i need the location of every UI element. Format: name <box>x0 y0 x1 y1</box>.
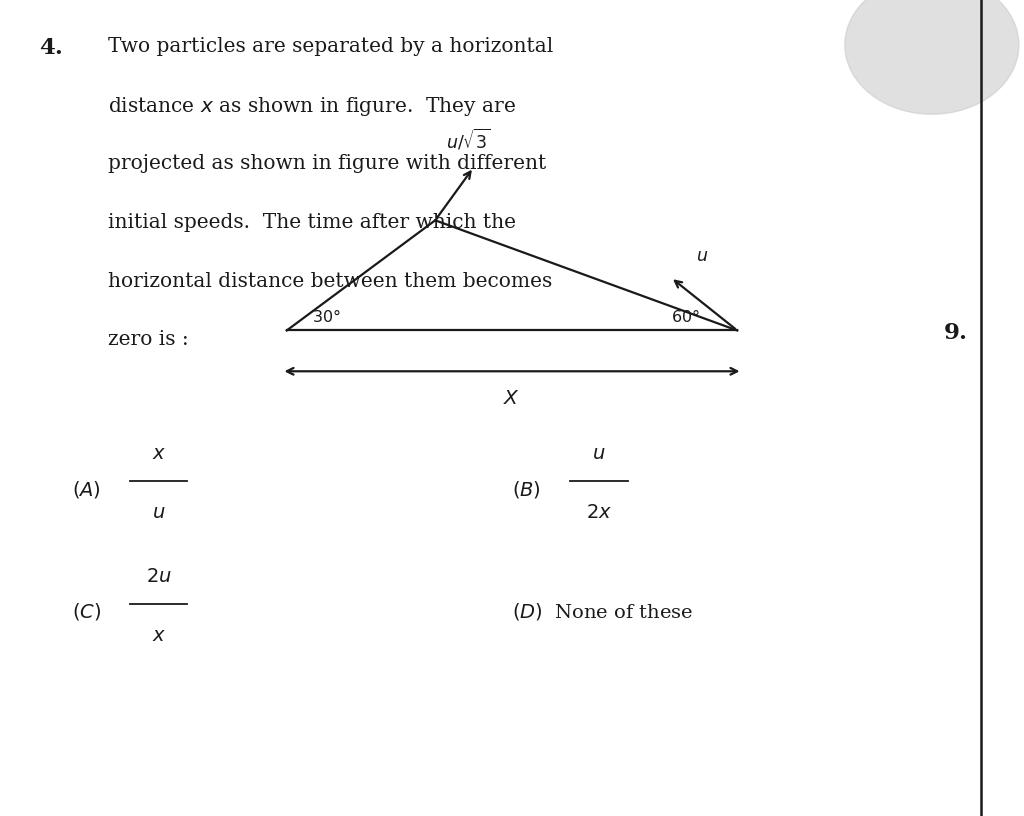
Text: $(B)$: $(B)$ <box>512 479 541 500</box>
Text: zero is :: zero is : <box>108 330 188 349</box>
Circle shape <box>845 0 1019 114</box>
Text: horizontal distance between them becomes: horizontal distance between them becomes <box>108 272 552 290</box>
Text: $u$: $u$ <box>592 446 606 463</box>
Text: projected as shown in figure with different: projected as shown in figure with differ… <box>108 154 546 173</box>
Text: $30°$: $30°$ <box>312 308 341 326</box>
Text: $60°$: $60°$ <box>671 308 699 326</box>
Text: $(D)$  None of these: $(D)$ None of these <box>512 601 693 623</box>
Text: 4.: 4. <box>39 37 62 59</box>
Text: $X$: $X$ <box>504 389 520 408</box>
Text: Two particles are separated by a horizontal: Two particles are separated by a horizon… <box>108 37 553 55</box>
Text: $2x$: $2x$ <box>586 504 612 522</box>
Text: $u$: $u$ <box>152 504 166 522</box>
Text: $u$: $u$ <box>696 248 709 265</box>
Text: distance $x$ as shown in figure.  They are: distance $x$ as shown in figure. They ar… <box>108 95 516 118</box>
Text: $x$: $x$ <box>152 627 166 645</box>
Text: initial speeds.  The time after which the: initial speeds. The time after which the <box>108 213 515 232</box>
Text: $2u$: $2u$ <box>145 568 172 586</box>
Text: $(C)$: $(C)$ <box>72 601 101 623</box>
Text: $x$: $x$ <box>152 446 166 463</box>
Text: 9.: 9. <box>944 322 968 344</box>
Text: $u/\sqrt{3}$: $u/\sqrt{3}$ <box>446 127 490 153</box>
Text: $(A)$: $(A)$ <box>72 479 100 500</box>
